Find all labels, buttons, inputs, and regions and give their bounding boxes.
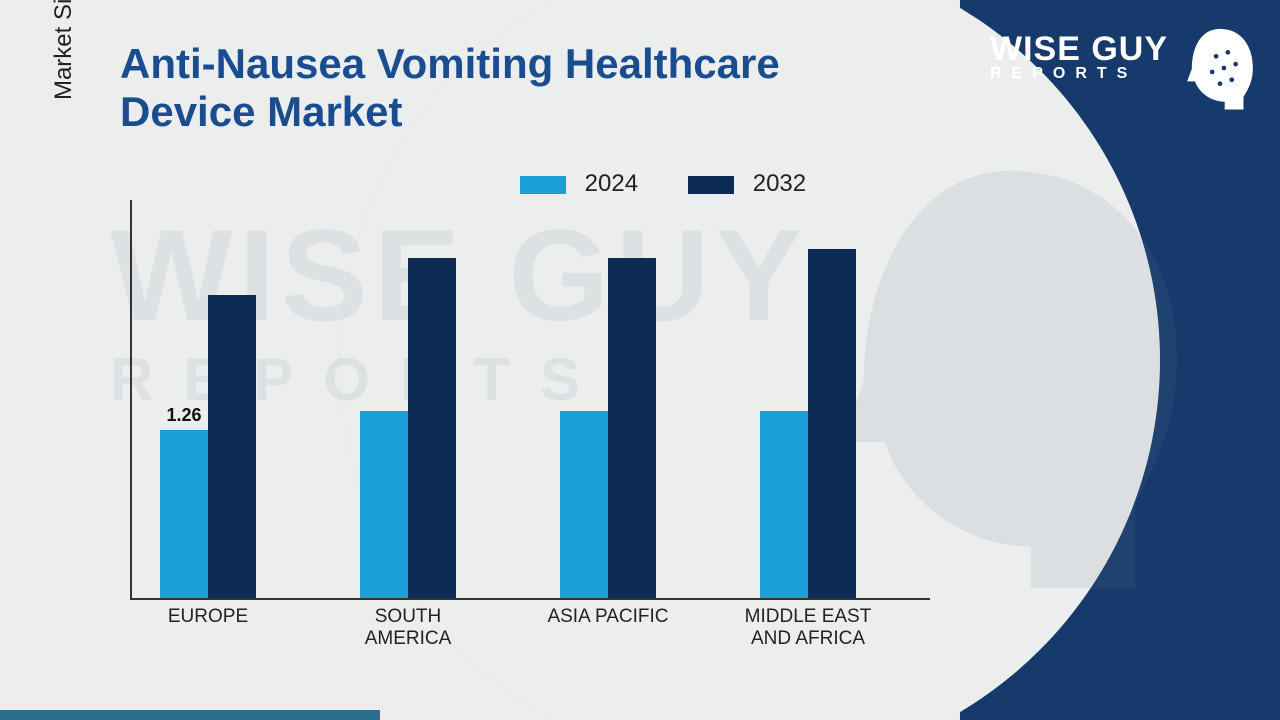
bar-2024 [360,411,408,598]
bar-2024 [560,411,608,598]
category-label: SOUTH AMERICA [338,606,478,650]
legend-label-2024: 2024 [585,170,638,197]
legend-item-2032: 2032 [688,170,806,198]
bar-value-label: 1.26 [154,405,214,426]
category-label: ASIA PACIFIC [538,606,678,628]
y-axis-label: Market Size in USD Billion [50,0,78,180]
category-label: EUROPE [138,606,278,628]
logo-head-icon [1180,25,1260,115]
bottom-accent-bar [0,710,380,720]
brand-logo: WISE GUY REPORTS [990,30,1250,83]
legend-label-2032: 2032 [753,170,806,197]
bar-2032 [608,258,656,598]
x-axis-line [130,598,930,600]
bar-2024 [760,411,808,598]
y-axis-label-text: Market Size in USD Billion [50,0,77,100]
page-root: WISE GUY REPORTS WISE GUY REPORTS Anti-N… [0,0,1280,720]
legend: 2024 2032 [520,170,806,198]
y-axis-line [130,200,132,600]
bar-2032 [408,258,456,598]
bar-2032 [208,295,256,598]
category-label: MIDDLE EAST AND AFRICA [738,606,878,650]
legend-swatch-2032 [688,176,734,194]
bar-2024 [160,430,208,598]
legend-swatch-2024 [520,176,566,194]
chart-title: Anti-Nausea Vomiting Healthcare Device M… [120,40,840,137]
category-labels-row: EUROPE SOUTH AMERICA ASIA PACIFIC MIDDLE EA… [130,602,930,712]
bar-2032 [808,249,856,598]
legend-item-2024: 2024 [520,170,638,198]
chart-plot-area: 1.26 [130,200,930,600]
